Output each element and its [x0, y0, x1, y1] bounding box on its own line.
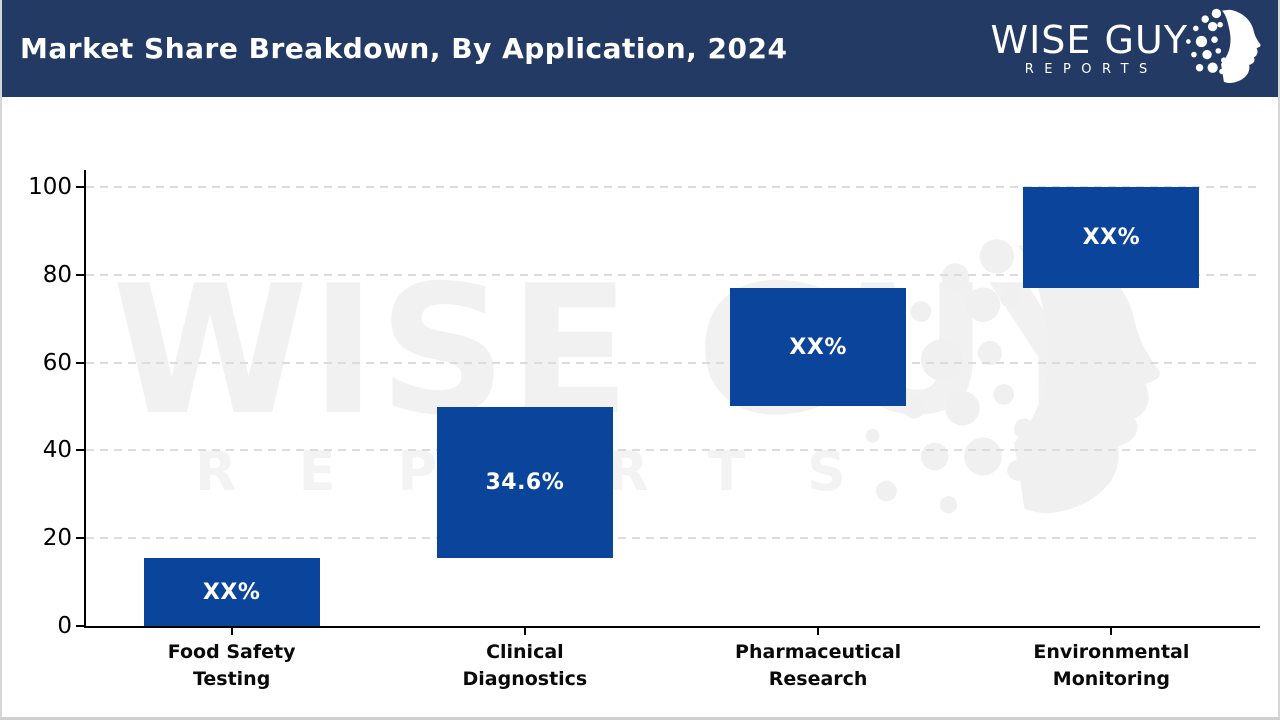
- category-label-line: Research: [768, 667, 868, 690]
- gridline: [86, 449, 1258, 452]
- wiseguy-logo: WISE GUY REPORTS: [991, 6, 1270, 92]
- header: Market Share Breakdown, By Application, …: [0, 0, 1280, 97]
- y-tick-mark: [76, 625, 85, 627]
- category-label-line: Clinical: [486, 641, 564, 663]
- category-label: Clinical Diagnostics: [375, 639, 675, 693]
- bar-value-label: XX%: [789, 334, 847, 360]
- gridline: [86, 273, 1258, 276]
- y-axis-line: [84, 170, 86, 628]
- y-tick-mark: [76, 186, 85, 188]
- category-label-line: Pharmaceutical: [735, 641, 902, 663]
- bar-segment: XX%: [730, 287, 907, 407]
- y-tick-mark: [76, 361, 85, 364]
- bar-value-label: 34.6%: [485, 469, 565, 495]
- y-tick-mark: [76, 537, 85, 540]
- category-label: Food Safety Testing: [82, 639, 382, 693]
- bar-segment: XX%: [143, 558, 320, 626]
- bar-segment: 34.6%: [436, 406, 613, 559]
- y-tick-label: 40: [42, 437, 72, 464]
- logo-text: WISE GUY REPORTS: [991, 21, 1188, 77]
- category-label-line: Environmental: [1033, 641, 1190, 663]
- x-axis-line: [84, 626, 1260, 628]
- x-tick-mark: [1110, 627, 1113, 635]
- y-tick-label: 60: [42, 349, 72, 376]
- category-label: Environmental Monitoring: [961, 639, 1261, 693]
- x-tick-mark: [817, 627, 820, 635]
- bar-value-label: XX%: [1082, 224, 1141, 250]
- category-label-line: Monitoring: [1052, 667, 1170, 690]
- gridline: [86, 537, 1258, 540]
- category-label: Pharmaceutical Research: [668, 639, 968, 693]
- bar-value-label: XX%: [202, 579, 261, 605]
- x-tick-mark: [523, 627, 526, 635]
- logo-wordmark: WISE GUY: [990, 18, 1188, 62]
- logo-subtitle: REPORTS: [1024, 62, 1158, 77]
- category-label-line: Testing: [192, 667, 271, 690]
- y-tick-label: 80: [42, 261, 72, 288]
- gridline: [86, 186, 1258, 188]
- chart-title: Market Share Breakdown, By Application, …: [20, 32, 788, 65]
- y-tick-mark: [76, 449, 85, 452]
- x-tick-mark: [230, 627, 233, 635]
- gridline: [86, 361, 1258, 364]
- logo-face-icon: [1186, 8, 1261, 84]
- bar-segment: XX%: [1023, 187, 1200, 288]
- y-tick-label: 100: [28, 174, 72, 200]
- category-label-line: Food Safety: [167, 641, 296, 663]
- category-label-line: Diagnostics: [462, 667, 588, 690]
- y-tick-label: 20: [42, 525, 72, 552]
- y-tick-mark: [76, 273, 85, 276]
- y-tick-label: 0: [57, 613, 72, 639]
